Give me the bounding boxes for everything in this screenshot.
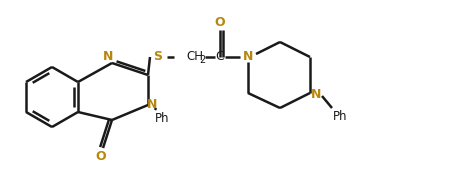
- Text: O: O: [215, 16, 225, 29]
- Text: CH: CH: [186, 50, 203, 64]
- Text: S: S: [153, 50, 162, 64]
- Text: Ph: Ph: [333, 111, 347, 123]
- Text: N: N: [311, 88, 321, 101]
- Text: C: C: [216, 50, 224, 64]
- Text: Ph: Ph: [155, 112, 169, 125]
- Text: O: O: [95, 150, 106, 163]
- Text: N: N: [103, 50, 113, 63]
- Text: N: N: [147, 98, 157, 112]
- Text: N: N: [243, 50, 253, 64]
- Text: 2: 2: [199, 55, 205, 65]
